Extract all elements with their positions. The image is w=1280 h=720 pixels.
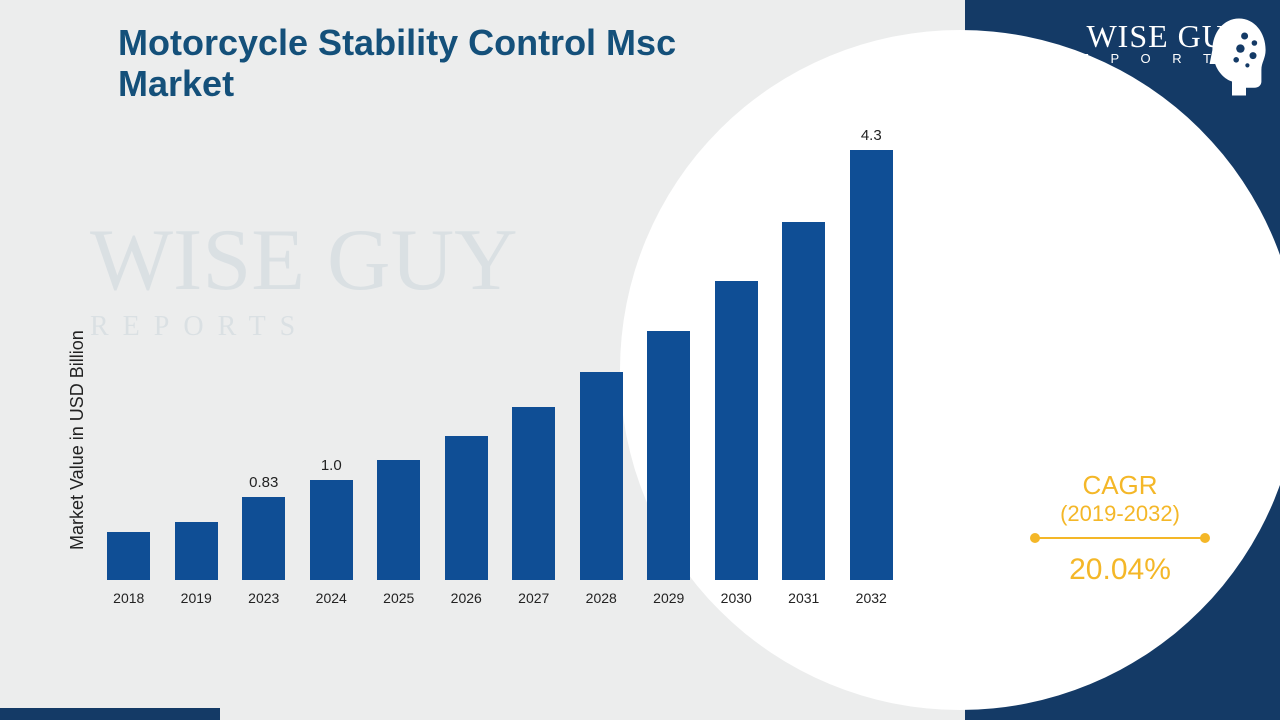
brand-logo: WISE GUY R E P O R T S — [990, 18, 1250, 66]
bar-slot — [500, 407, 568, 580]
x-axis-labels: 2018201920232024202520262027202820292030… — [95, 590, 905, 606]
x-tick-label: 2027 — [500, 590, 568, 606]
bar — [647, 331, 690, 580]
bar — [850, 150, 893, 580]
bar-slot — [433, 436, 501, 580]
y-axis-label: Market Value in USD Billion — [67, 330, 88, 550]
x-tick-label: 2018 — [95, 590, 163, 606]
x-tick-label: 2025 — [365, 590, 433, 606]
bar-slot — [365, 460, 433, 580]
cagr-dot-left — [1030, 533, 1040, 543]
cagr-divider — [1035, 537, 1205, 539]
x-tick-label: 2030 — [703, 590, 771, 606]
bars-row: 0.831.04.3 — [95, 150, 905, 580]
x-tick-label: 2031 — [770, 590, 838, 606]
bottom-accent-stripe — [0, 708, 220, 720]
bar-slot — [95, 532, 163, 580]
bar — [445, 436, 488, 580]
x-tick-label: 2019 — [163, 590, 231, 606]
bar-slot — [703, 281, 771, 580]
bar-value-label: 1.0 — [321, 457, 342, 474]
bar-slot — [163, 522, 231, 580]
x-tick-label: 2026 — [433, 590, 501, 606]
bar — [782, 222, 825, 580]
x-tick-label: 2028 — [568, 590, 636, 606]
bar-chart: 0.831.04.3 20182019202320242025202620272… — [95, 150, 905, 580]
cagr-range: (2019-2032) — [1000, 501, 1240, 527]
bar-slot: 1.0 — [298, 480, 366, 580]
cagr-dot-right — [1200, 533, 1210, 543]
cagr-label: CAGR — [1000, 470, 1240, 501]
x-tick-label: 2023 — [230, 590, 298, 606]
bar-slot: 4.3 — [838, 150, 906, 580]
bar-slot — [770, 222, 838, 580]
page-title: Motorcycle Stability Control Msc Market — [118, 22, 758, 105]
bar — [377, 460, 420, 580]
bar-slot — [635, 331, 703, 580]
x-tick-label: 2029 — [635, 590, 703, 606]
bar — [715, 281, 758, 580]
canvas: WISE GUY REPORTS WISE GUY REPORTS Motorc… — [0, 0, 1280, 720]
bar-slot: 0.83 — [230, 497, 298, 580]
bar — [512, 407, 555, 580]
x-tick-label: 2032 — [838, 590, 906, 606]
x-tick-label: 2024 — [298, 590, 366, 606]
cagr-value: 20.04% — [1000, 553, 1240, 587]
bar — [310, 480, 353, 580]
brain-head-icon — [1204, 12, 1274, 102]
bar — [242, 497, 285, 580]
bar-value-label: 4.3 — [861, 127, 882, 144]
cagr-block: CAGR (2019-2032) 20.04% — [1000, 470, 1240, 587]
bar-slot — [568, 372, 636, 580]
bar — [175, 522, 218, 580]
bar-value-label: 0.83 — [249, 474, 278, 491]
bar — [107, 532, 150, 580]
bar — [580, 372, 623, 580]
